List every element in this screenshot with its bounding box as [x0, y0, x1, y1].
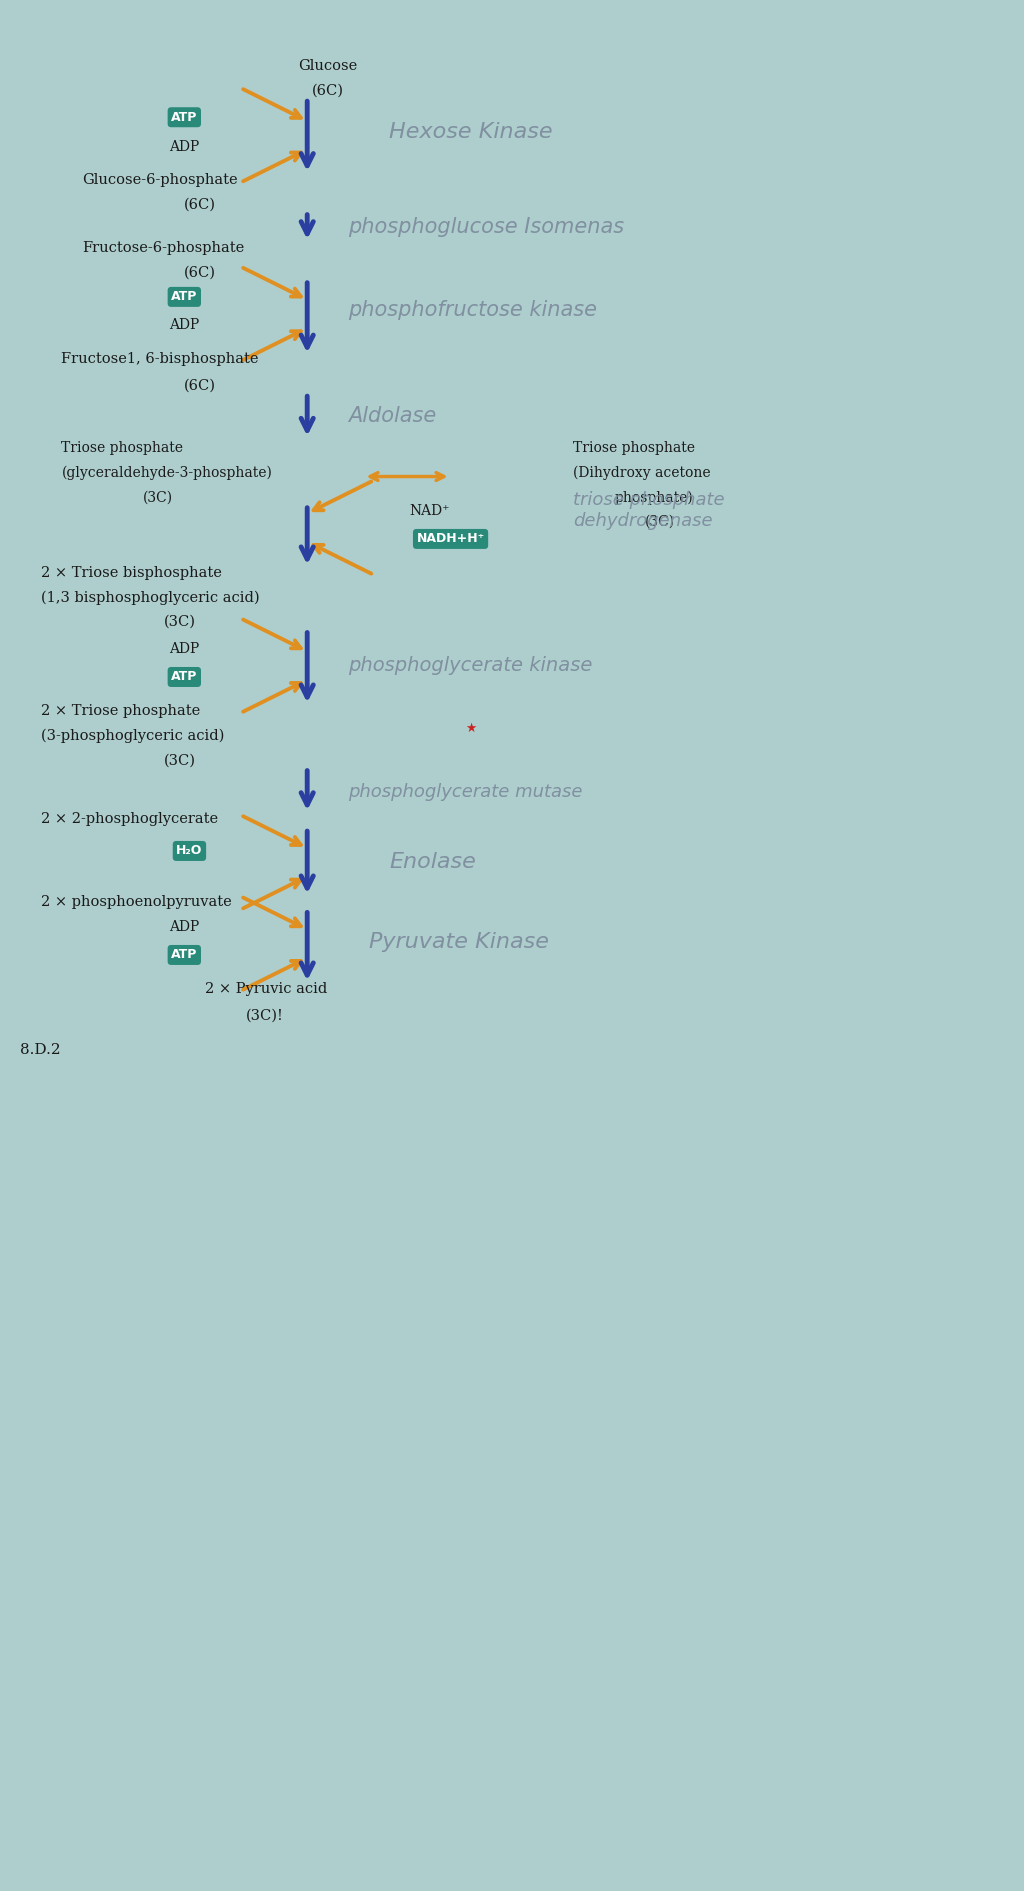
- Text: Triose phosphate: Triose phosphate: [573, 441, 695, 456]
- Text: (6C): (6C): [184, 265, 216, 280]
- Text: Aldolase: Aldolase: [348, 407, 436, 425]
- Text: 2 × Triose phosphate: 2 × Triose phosphate: [41, 703, 201, 719]
- Text: Enolase: Enolase: [389, 853, 476, 872]
- Text: ADP: ADP: [169, 641, 200, 656]
- Text: (3C): (3C): [645, 514, 675, 529]
- Text: (glyceraldehyde-3-phosphate): (glyceraldehyde-3-phosphate): [61, 465, 272, 480]
- Text: triose phosphate
dehydrogenase: triose phosphate dehydrogenase: [573, 492, 725, 529]
- Text: (3C)!: (3C)!: [246, 1008, 284, 1023]
- Text: 2 × 2-phosphoglycerate: 2 × 2-phosphoglycerate: [41, 811, 218, 826]
- Text: NAD⁺: NAD⁺: [410, 503, 451, 518]
- Text: ATP: ATP: [171, 112, 198, 123]
- Text: Fructose1, 6-bisphosphate: Fructose1, 6-bisphosphate: [61, 352, 259, 367]
- Text: (Dihydroxy acetone: (Dihydroxy acetone: [573, 465, 711, 480]
- Text: (3C): (3C): [164, 753, 196, 768]
- Text: ADP: ADP: [169, 919, 200, 934]
- Text: H₂O: H₂O: [176, 845, 203, 857]
- Text: phosphoglycerate mutase: phosphoglycerate mutase: [348, 783, 583, 802]
- Text: (6C): (6C): [184, 197, 216, 212]
- Text: (1,3 bisphosphoglyceric acid): (1,3 bisphosphoglyceric acid): [41, 590, 260, 605]
- Text: 2 × Triose bisphosphate: 2 × Triose bisphosphate: [41, 565, 222, 581]
- Text: ATP: ATP: [171, 291, 198, 303]
- Text: phosphoglycerate kinase: phosphoglycerate kinase: [348, 656, 593, 675]
- Text: 8.D.2: 8.D.2: [20, 1042, 61, 1057]
- Text: Glucose: Glucose: [298, 59, 357, 74]
- Text: ATP: ATP: [171, 949, 198, 961]
- Text: Triose phosphate: Triose phosphate: [61, 441, 183, 456]
- Text: Glucose-6-phosphate: Glucose-6-phosphate: [82, 172, 238, 187]
- Text: (6C): (6C): [184, 378, 216, 393]
- Text: ADP: ADP: [169, 318, 200, 333]
- Text: Pyruvate Kinase: Pyruvate Kinase: [369, 932, 549, 951]
- Text: phosphoglucose Isomenas: phosphoglucose Isomenas: [348, 217, 625, 236]
- Text: NADH+H⁺: NADH+H⁺: [417, 533, 484, 545]
- Text: Fructose-6-phosphate: Fructose-6-phosphate: [82, 240, 244, 255]
- Text: 2 × phosphoenolpyruvate: 2 × phosphoenolpyruvate: [41, 894, 231, 910]
- Text: phosphofructose kinase: phosphofructose kinase: [348, 301, 597, 320]
- Text: phosphate): phosphate): [614, 490, 693, 505]
- Text: (6C): (6C): [311, 83, 344, 98]
- Text: ADP: ADP: [169, 140, 200, 155]
- Text: ★: ★: [466, 722, 476, 734]
- Text: (3C): (3C): [164, 615, 196, 630]
- Text: 2 × Pyruvic acid: 2 × Pyruvic acid: [205, 981, 327, 997]
- Text: (3C): (3C): [143, 490, 173, 505]
- Text: (3-phosphoglyceric acid): (3-phosphoglyceric acid): [41, 728, 224, 743]
- Text: ATP: ATP: [171, 671, 198, 683]
- Text: Hexose Kinase: Hexose Kinase: [389, 123, 553, 142]
